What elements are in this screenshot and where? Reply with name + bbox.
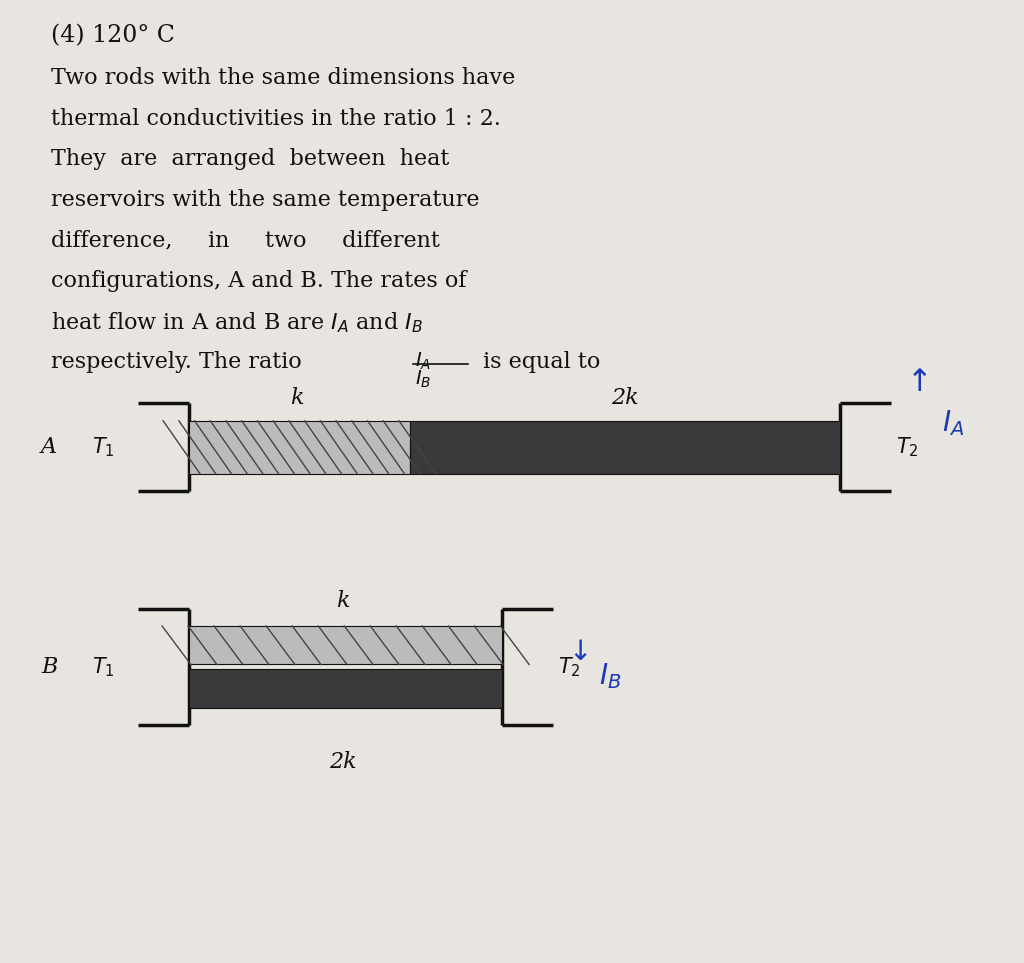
Text: $I_A$: $I_A$: [415, 351, 431, 372]
Text: k: k: [290, 387, 304, 409]
Text: reservoirs with the same temperature: reservoirs with the same temperature: [51, 189, 479, 211]
Text: A: A: [41, 436, 57, 458]
Text: difference,     in     two     different: difference, in two different: [51, 229, 440, 251]
Text: k: k: [336, 589, 350, 612]
Text: thermal conductivities in the ratio 1 : 2.: thermal conductivities in the ratio 1 : …: [51, 108, 501, 130]
Text: They  are  arranged  between  heat: They are arranged between heat: [51, 148, 450, 170]
Text: 2k: 2k: [330, 751, 356, 773]
Text: is equal to: is equal to: [476, 351, 600, 373]
Bar: [189, 626, 502, 664]
Bar: [410, 421, 840, 474]
Text: $T_2$: $T_2$: [896, 435, 919, 459]
Text: configurations, A and B. The rates of: configurations, A and B. The rates of: [51, 270, 467, 292]
Text: $T_1$: $T_1$: [92, 435, 115, 459]
Text: (4) 120° C: (4) 120° C: [51, 24, 175, 47]
Text: heat flow in A and B are $I_A$ and $I_B$: heat flow in A and B are $I_A$ and $I_B$: [51, 310, 423, 335]
Text: Two rods with the same dimensions have: Two rods with the same dimensions have: [51, 67, 515, 90]
Text: $\uparrow$: $\uparrow$: [901, 368, 929, 397]
Text: $T_2$: $T_2$: [558, 655, 581, 679]
Text: $\downarrow$: $\downarrow$: [563, 638, 588, 666]
Bar: [189, 421, 410, 474]
Text: $I_A$: $I_A$: [942, 408, 965, 438]
Text: respectively. The ratio: respectively. The ratio: [51, 351, 302, 373]
Text: $T_1$: $T_1$: [92, 655, 115, 679]
Text: $I_B$: $I_B$: [599, 662, 622, 691]
Bar: [189, 669, 502, 708]
Text: B: B: [41, 656, 57, 678]
Text: 2k: 2k: [611, 387, 638, 409]
Text: $I_B$: $I_B$: [415, 369, 431, 390]
